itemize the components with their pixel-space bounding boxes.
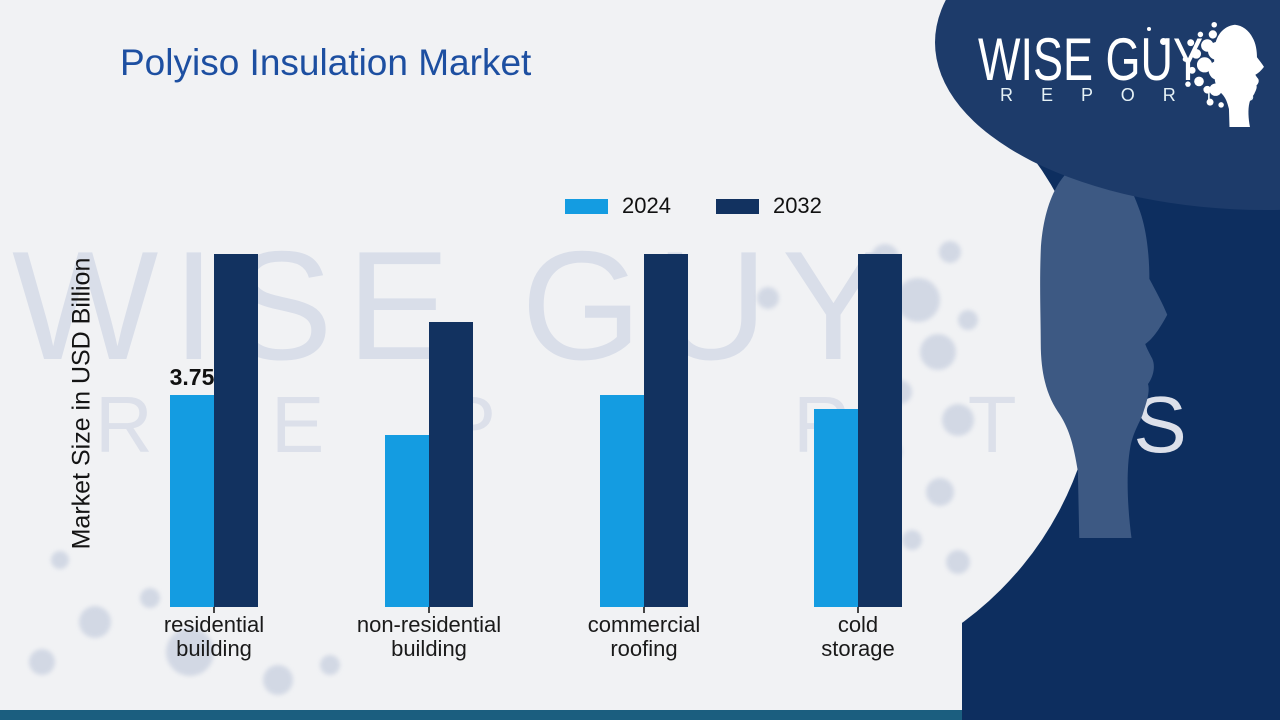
- category-label-cold-storage: cold storage: [821, 612, 895, 661]
- chart-title: Polyiso Insulation Market: [120, 42, 532, 83]
- y-axis-label: Market Size in USD Billion: [67, 257, 96, 550]
- bar-2024-cold-storage: [814, 409, 858, 607]
- category-label-non-residential-building: non-residential building: [356, 612, 502, 661]
- bar-2024-commercial-roofing: [600, 395, 644, 607]
- x-axis-tick-commercial-roofing: [643, 607, 645, 613]
- legend-swatch-2032: [715, 198, 759, 214]
- legend-label-2032: 2032: [772, 193, 822, 218]
- bar-2032-commercial-roofing: [644, 254, 688, 607]
- x-axis-tick-cold-storage: [857, 607, 859, 613]
- logo-accent-dot: [1160, 38, 1167, 45]
- logo-accent-dot: [1147, 27, 1151, 31]
- logo-subtitle: R E P O R T S: [1000, 85, 1266, 105]
- bar-2032-residential-building: [214, 254, 258, 607]
- x-axis-tick-residential-building: [213, 607, 215, 613]
- legend-swatch-2024: [565, 198, 608, 214]
- head-profile-silhouette: [1040, 158, 1168, 538]
- legend-label-2024: 2024: [622, 193, 671, 218]
- bar-value-label: 3.75: [169, 364, 215, 390]
- category-label-residential-building: residential building: [163, 612, 265, 661]
- legend: 2024 2032: [565, 193, 867, 219]
- footer-stripe: [0, 710, 1280, 720]
- logo-head-icon: [1182, 22, 1264, 127]
- bar-2024-non-residential-building: [385, 435, 429, 607]
- bar-2024-residential-building: [170, 395, 214, 607]
- category-label-commercial-roofing: commercial roofing: [587, 612, 701, 661]
- bar-2032-cold-storage: [858, 254, 902, 607]
- x-axis-tick-non-residential-building: [428, 607, 430, 613]
- bar-2032-non-residential-building: [429, 322, 473, 607]
